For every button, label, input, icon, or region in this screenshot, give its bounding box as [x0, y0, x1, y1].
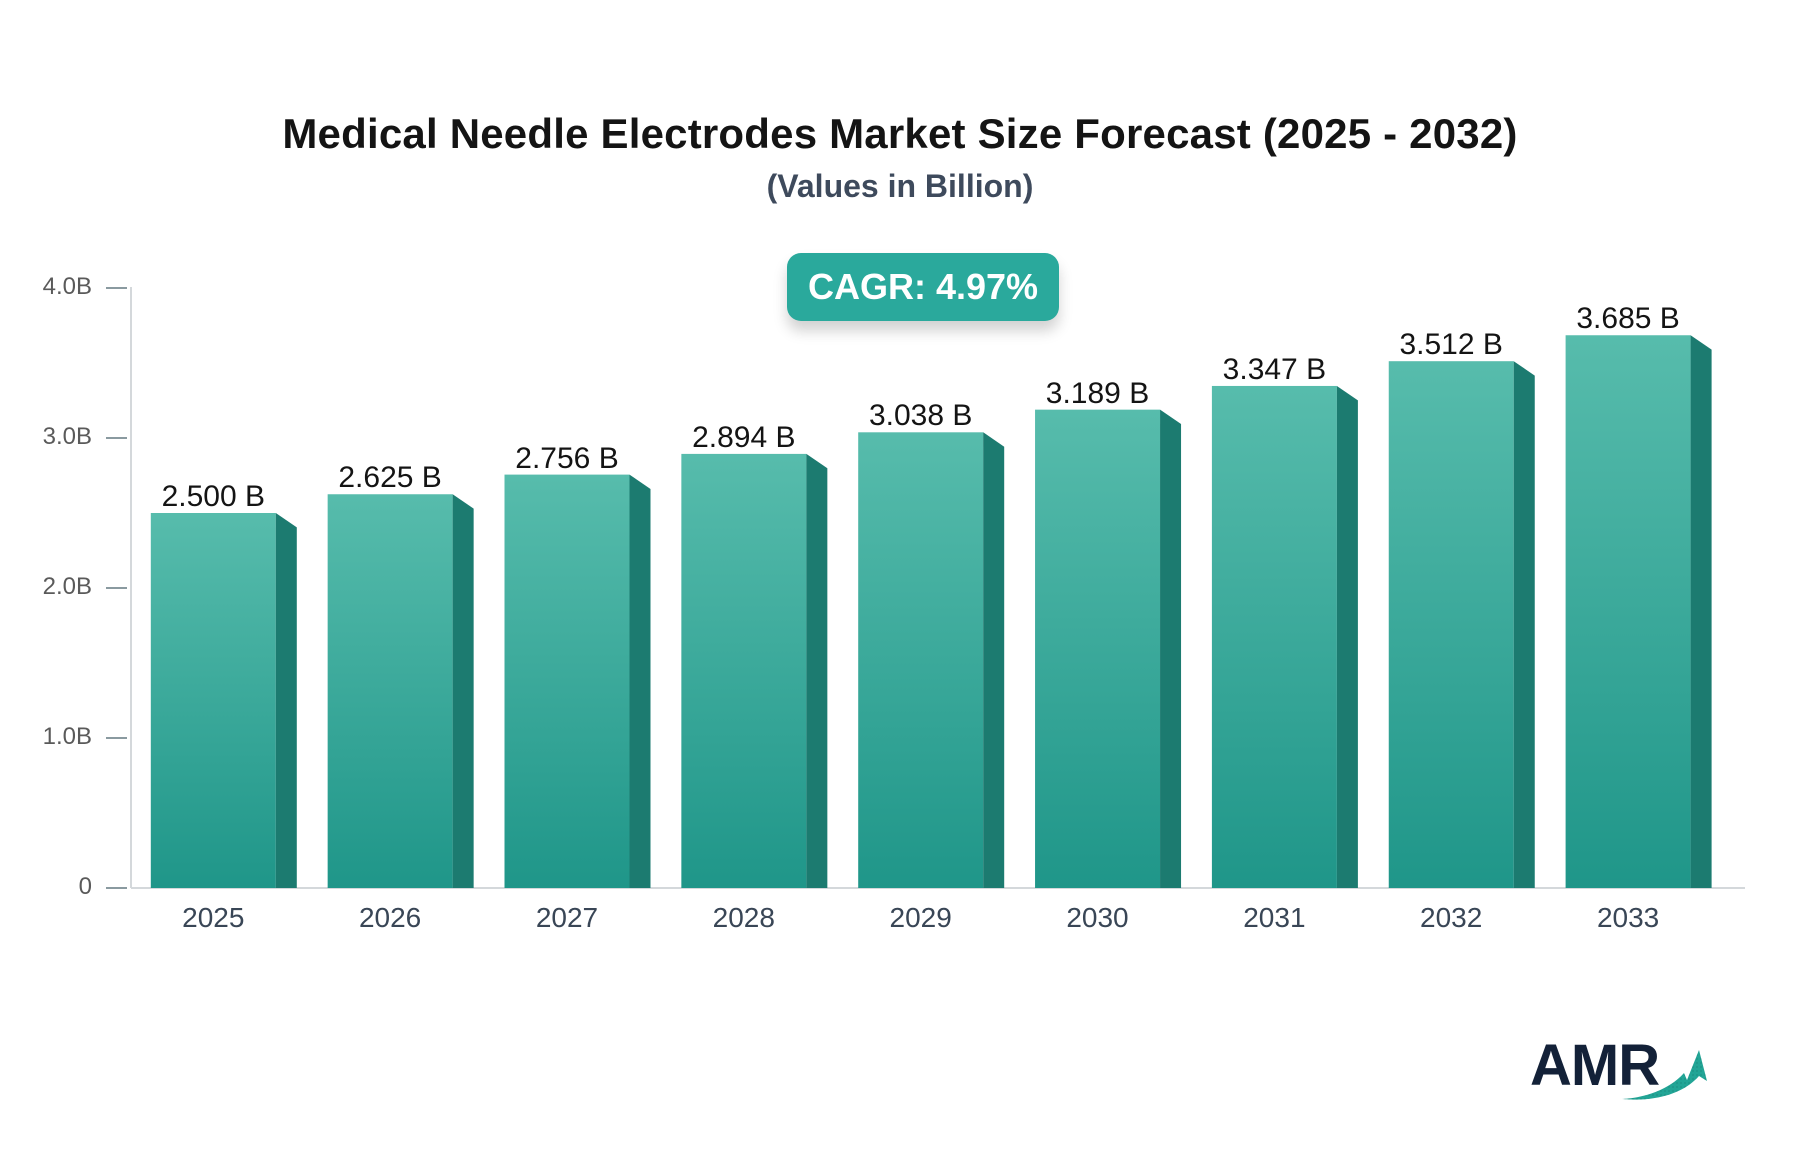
svg-text:AMR: AMR [1530, 1033, 1659, 1098]
